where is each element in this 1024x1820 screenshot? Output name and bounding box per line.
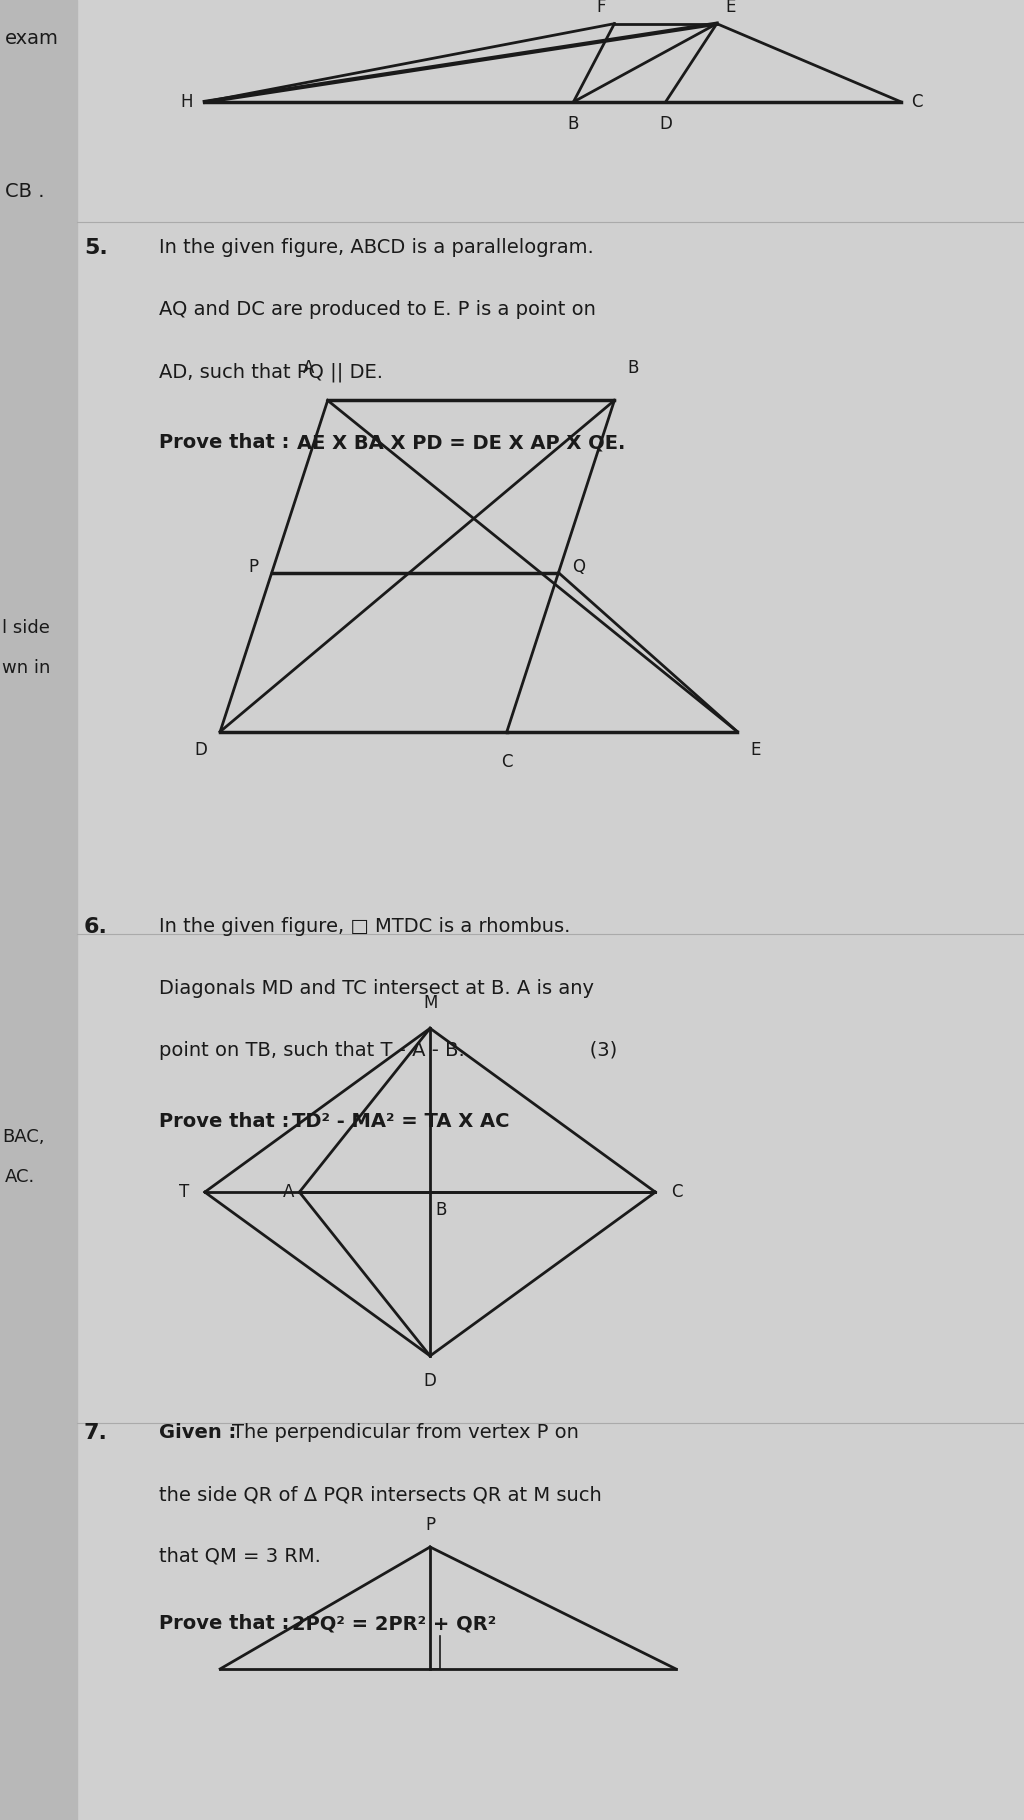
Text: B: B [628, 359, 639, 377]
Text: 7.: 7. [84, 1423, 108, 1443]
Text: AQ and DC are produced to E. P is a point on: AQ and DC are produced to E. P is a poin… [159, 300, 596, 318]
Text: 5.: 5. [84, 238, 108, 258]
Text: 2PQ² = 2PR² + QR²: 2PQ² = 2PR² + QR² [292, 1614, 496, 1633]
Text: P: P [249, 559, 258, 577]
Text: H: H [180, 93, 193, 111]
Text: Prove that :: Prove that : [159, 1614, 296, 1633]
Text: E: E [751, 741, 761, 759]
Text: P: P [425, 1516, 435, 1534]
Bar [0, 0, 77, 1820]
Text: A: A [303, 359, 314, 377]
Text: exam: exam [5, 29, 59, 47]
Text: F: F [597, 0, 606, 16]
Text: AC.: AC. [5, 1168, 36, 1187]
Text: TD² - MA² = TA X AC: TD² - MA² = TA X AC [292, 1112, 509, 1130]
Text: M: M [423, 994, 437, 1012]
Text: Q: Q [571, 559, 585, 577]
Text: wn in: wn in [2, 659, 50, 677]
Text: B: B [567, 115, 580, 133]
Text: D: D [659, 115, 672, 133]
Text: In the given figure, ABCD is a parallelogram.: In the given figure, ABCD is a parallelo… [159, 238, 594, 257]
Text: D: D [424, 1372, 436, 1390]
Text: C: C [501, 753, 513, 772]
Text: C: C [911, 93, 923, 111]
Text: A: A [283, 1183, 294, 1201]
Text: E: E [725, 0, 735, 16]
Text: C: C [671, 1183, 682, 1201]
Text: 6.: 6. [84, 917, 108, 937]
Text: the side QR of Δ PQR intersects QR at M such: the side QR of Δ PQR intersects QR at M … [159, 1485, 601, 1503]
Text: T: T [179, 1183, 189, 1201]
Text: BAC,: BAC, [2, 1128, 45, 1147]
Text: The perpendicular from vertex P on: The perpendicular from vertex P on [232, 1423, 580, 1441]
Text: Diagonals MD and TC intersect at B. A is any: Diagonals MD and TC intersect at B. A is… [159, 979, 594, 997]
Text: Given :: Given : [159, 1423, 243, 1441]
Text: Prove that :: Prove that : [159, 1112, 296, 1130]
Text: point on TB, such that T - A - B.                    (3): point on TB, such that T - A - B. (3) [159, 1041, 617, 1059]
Text: AE X BA X PD = DE X AP X QE.: AE X BA X PD = DE X AP X QE. [297, 433, 626, 451]
Text: that QM = 3 RM.: that QM = 3 RM. [159, 1547, 321, 1565]
Text: l side: l side [2, 619, 50, 637]
Text: In the given figure, □ MTDC is a rhombus.: In the given figure, □ MTDC is a rhombus… [159, 917, 570, 935]
Text: AD, such that PQ || DE.: AD, such that PQ || DE. [159, 362, 383, 382]
Text: Prove that :: Prove that : [159, 433, 296, 451]
Text: B: B [435, 1201, 446, 1219]
Text: CB .: CB . [5, 182, 45, 200]
Text: D: D [194, 741, 207, 759]
